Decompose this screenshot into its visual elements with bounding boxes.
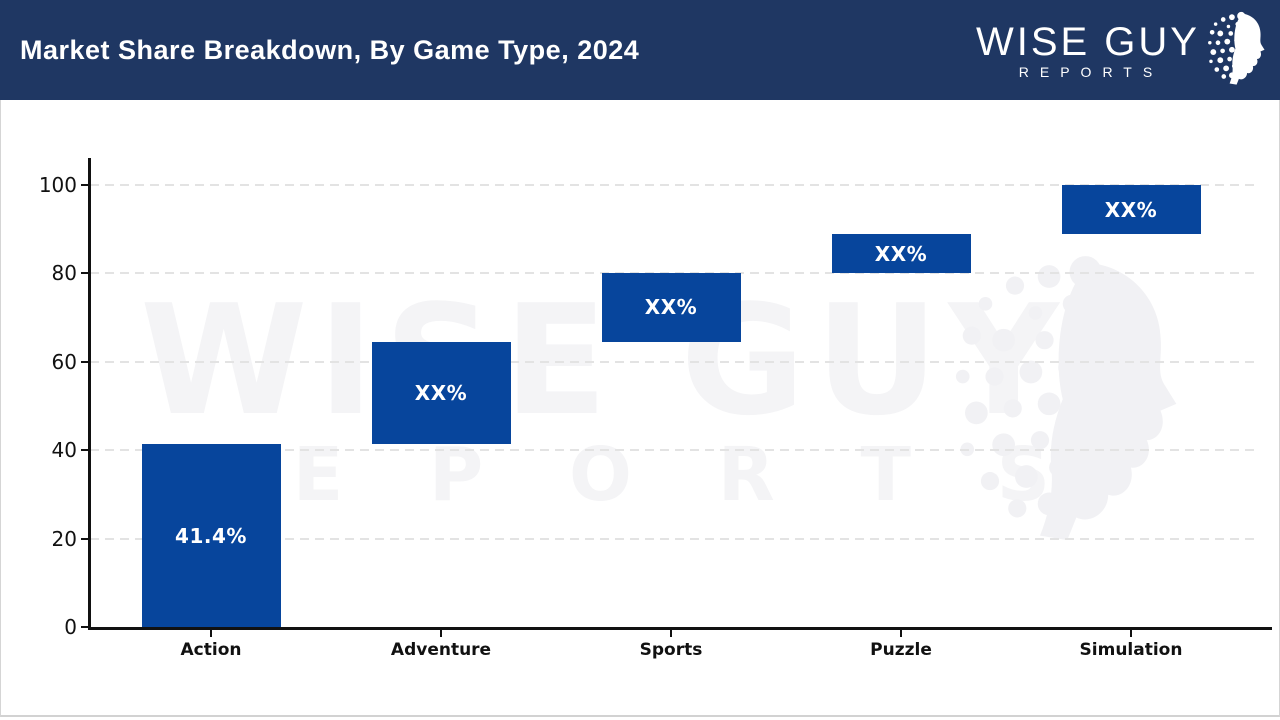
bar-value-label: XX% [644,295,698,320]
x-tick-puzzle [900,629,902,637]
y-tick-40 [81,449,88,452]
y-tick-label-0: 0 [64,615,77,639]
bar-action: 41.4% [141,444,281,627]
watermark-wordmark: WISE GUY [140,272,1069,449]
y-tick-label-100: 100 [38,173,77,197]
y-tick-100 [81,184,88,186]
x-tick-simulation [1130,629,1132,637]
x-label-adventure: Adventure [390,640,492,660]
bar-adventure: XX% [371,341,511,445]
x-label-action: Action [180,640,242,660]
bar-sports: XX% [601,272,741,342]
bar-puzzle: XX% [831,234,971,273]
x-label-simulation: Simulation [1079,640,1183,660]
watermark-subtitle: R E P O R T S [150,432,1081,518]
gridline-40 [90,449,1256,452]
x-tick-sports [670,629,672,637]
x-axis-spine [88,627,1272,630]
wise-guy-logo: WISE GUY REPORTS [976,6,1268,94]
plot-area: 41.4% XX% XX% XX% XX% [90,155,1270,627]
y-tick-label-20: 20 [51,526,77,551]
logo-wordmark: WISE GUY [975,19,1200,64]
bar-value-label: 41.4% [175,523,247,548]
bar-simulation: XX% [1061,185,1201,235]
y-tick-0 [81,626,88,628]
gridline-20 [90,537,1256,540]
bar-value-label: XX% [874,241,928,266]
x-tick-adventure [440,629,442,637]
x-label-puzzle: Puzzle [870,640,932,660]
x-tick-action [210,629,212,637]
y-tick-label-40: 40 [51,438,77,463]
chart-title: Market Share Breakdown, By Game Type, 20… [20,34,640,65]
x-label-sports: Sports [639,640,703,660]
y-tick-label-80: 80 [51,261,77,286]
gridline-100 [90,184,1256,186]
header-band: Market Share Breakdown, By Game Type, 20… [0,0,1280,100]
logo-subtitle: REPORTS [1018,63,1164,80]
y-tick-80 [81,272,88,275]
y-tick-20 [81,537,88,540]
gridline-60 [90,360,1256,363]
y-tick-label-60: 60 [51,349,77,374]
bar-value-label: XX% [414,380,468,405]
watermark-face-icon [940,212,1190,586]
y-tick-60 [81,360,88,363]
bar-value-label: XX% [1104,197,1158,222]
wise-guy-logo-text: WISE GUY REPORTS [976,21,1200,80]
y-axis-spine [88,158,91,629]
dotted-face-profile-icon [1204,6,1268,94]
